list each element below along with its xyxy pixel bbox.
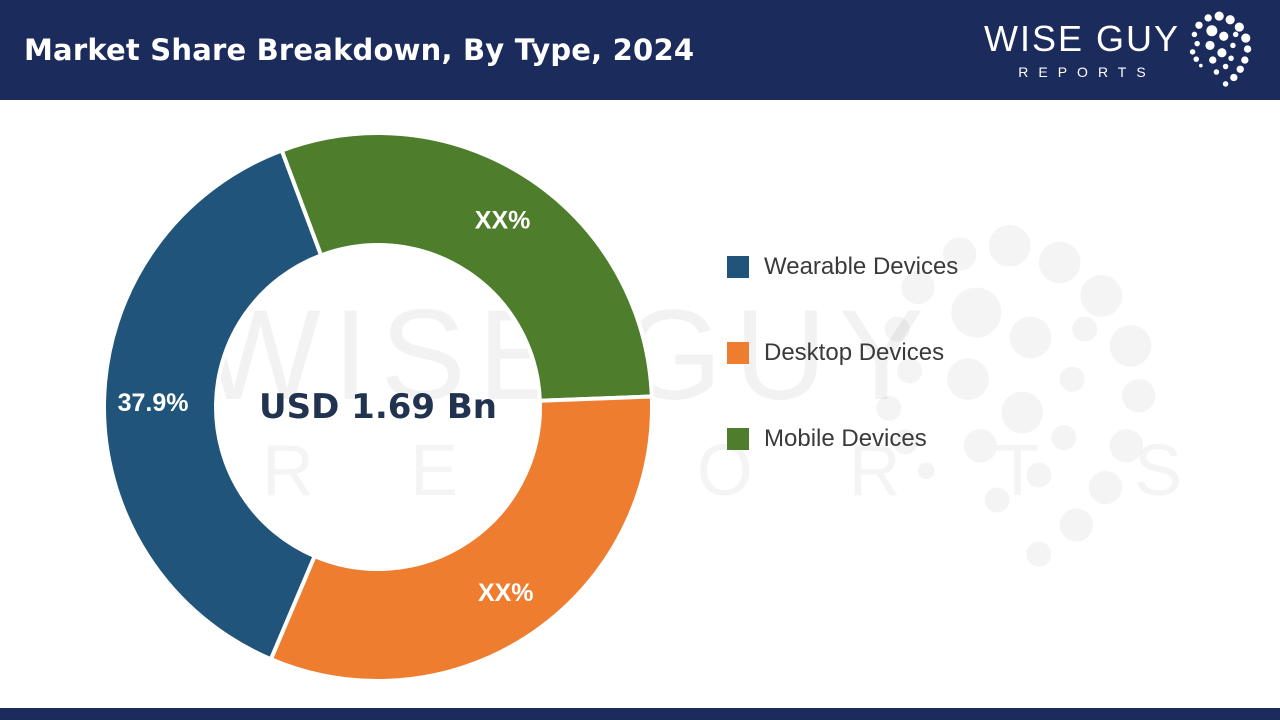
face-dot xyxy=(1009,316,1052,359)
brand-face-icon xyxy=(1189,11,1252,87)
face-dot xyxy=(884,316,910,342)
face-dot xyxy=(1228,55,1234,61)
donut-chart: 37.9% XX% XX% xyxy=(102,131,654,683)
face-dot xyxy=(1195,21,1203,29)
face-dot xyxy=(1122,379,1156,413)
face-dot xyxy=(1241,33,1251,43)
donut-segment-desktop-devices xyxy=(268,394,654,683)
face-dot xyxy=(1206,25,1218,37)
face-dot xyxy=(897,358,923,384)
face-dot xyxy=(1080,275,1123,317)
face-dot xyxy=(1222,81,1229,87)
face-dot xyxy=(951,287,1002,338)
face-dot xyxy=(1194,40,1200,47)
face-dot xyxy=(1230,42,1236,49)
face-dot xyxy=(988,225,1031,267)
page-title: Market Share Breakdown, By Type, 2024 xyxy=(24,33,695,67)
face-dot xyxy=(1214,11,1224,21)
face-dot xyxy=(1232,31,1239,38)
chart-legend: Wearable Devices Desktop Devices Mobile … xyxy=(727,253,958,453)
face-dot xyxy=(984,487,1010,513)
face-dot xyxy=(1189,49,1196,55)
face-dot xyxy=(1199,63,1203,68)
donut-segment-mobile-devices xyxy=(279,131,654,403)
face-dot xyxy=(1225,15,1235,25)
donut-center-value: USD 1.69 Bn xyxy=(259,387,497,427)
watermark-face-icon xyxy=(876,225,1156,567)
legend-label: Wearable Devices xyxy=(764,253,959,280)
legend-item-wearable-devices: Wearable Devices xyxy=(727,253,958,281)
face-dot xyxy=(1059,366,1085,392)
face-dot xyxy=(893,429,918,455)
face-dot xyxy=(901,270,935,305)
face-dot xyxy=(1109,429,1143,463)
watermark-text-line2: R E P O R T S xyxy=(262,431,1221,511)
face-dot xyxy=(1213,69,1220,75)
face-dot xyxy=(963,429,998,463)
face-dot xyxy=(1217,48,1227,58)
legend-item-desktop-devices: Desktop Devices xyxy=(727,339,958,367)
face-dot xyxy=(1236,65,1244,73)
face-dot xyxy=(1193,56,1199,62)
face-dot xyxy=(1088,470,1123,505)
face-dot xyxy=(1209,56,1217,64)
face-dot xyxy=(1051,425,1077,450)
face-dot xyxy=(876,395,902,421)
face-dot xyxy=(943,237,977,271)
face-dot xyxy=(1230,73,1238,82)
face-dot xyxy=(1059,508,1093,542)
legend-swatch-desktop xyxy=(727,342,749,364)
face-dot xyxy=(1026,541,1052,567)
face-dot xyxy=(1243,45,1252,53)
face-dot xyxy=(1038,241,1081,284)
face-dot xyxy=(1204,14,1212,22)
segment-percent-label: 37.9% xyxy=(118,389,189,417)
legend-swatch-mobile xyxy=(727,428,749,450)
brand-name: WISE GUY xyxy=(983,17,1180,59)
segment-percent-label: XX% xyxy=(478,579,534,607)
legend-label: Mobile Devices xyxy=(764,425,927,452)
legend-item-mobile-devices: Mobile Devices xyxy=(727,425,958,453)
face-dot xyxy=(1241,56,1249,64)
brand-logo: WISE GUY REPORTS xyxy=(984,10,1254,90)
face-dot xyxy=(1222,63,1229,70)
face-dot xyxy=(947,358,989,400)
legend-swatch-wearable xyxy=(727,256,749,278)
footer-bar xyxy=(0,708,1280,720)
face-dot xyxy=(1072,316,1098,342)
face-dot xyxy=(1234,22,1244,32)
brand-subtitle: REPORTS xyxy=(1018,63,1156,80)
chart-area: WISE GUY R E P O R T S 37.9% XX% XX% USD 1… xyxy=(0,100,1280,708)
legend-label: Desktop Devices xyxy=(764,339,945,366)
face-dot xyxy=(1001,391,1043,434)
face-dot xyxy=(1026,462,1052,488)
face-dot xyxy=(1109,325,1152,367)
face-dot xyxy=(1191,31,1198,38)
brand-logo-text: WISE GUY REPORTS xyxy=(983,17,1180,80)
donut-segment-wearable-devices xyxy=(102,148,324,662)
segment-percent-label: XX% xyxy=(475,207,531,235)
face-dot xyxy=(1205,40,1215,50)
header: Market Share Breakdown, By Type, 2024 WI… xyxy=(0,0,1280,100)
face-dot xyxy=(1219,31,1229,41)
face-dot xyxy=(918,462,935,480)
